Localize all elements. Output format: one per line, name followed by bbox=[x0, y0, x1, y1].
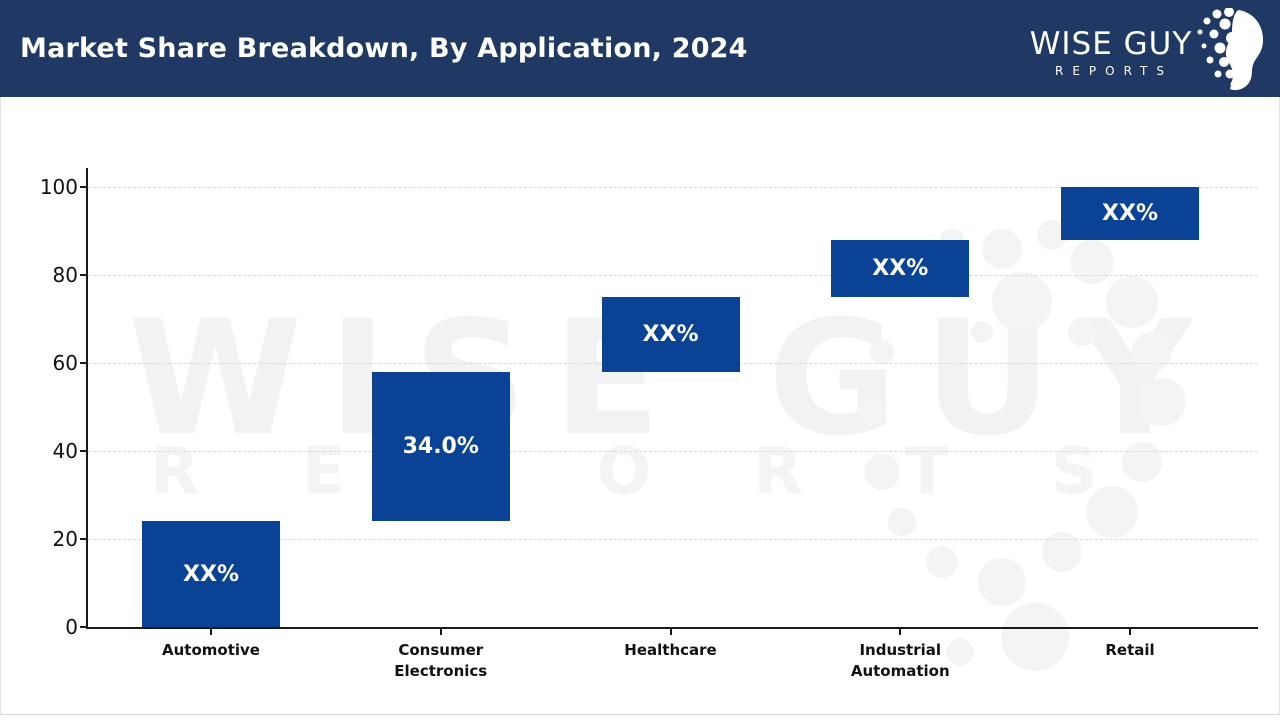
x-category-label-line: Industrial bbox=[859, 641, 942, 659]
y-tick-label: 40 bbox=[52, 439, 78, 463]
x-tick-mark bbox=[1129, 627, 1131, 635]
y-tick-mark bbox=[80, 538, 88, 540]
card-border-left bbox=[0, 97, 1, 715]
bar-value-label: 34.0% bbox=[402, 434, 479, 460]
logo-name: WISE GUY bbox=[1029, 26, 1193, 62]
wiseguy-face-icon bbox=[1197, 8, 1264, 91]
logo-text: WISE GUY REPORTS bbox=[1016, 26, 1206, 78]
y-tick-mark bbox=[80, 626, 88, 628]
header-band: Market Share Breakdown, By Application, … bbox=[0, 0, 1280, 97]
x-category-label: Healthcare bbox=[561, 640, 781, 661]
x-tick-mark bbox=[899, 627, 902, 635]
x-tick-mark bbox=[669, 627, 672, 635]
bar-consumer-electronics: 34.0% bbox=[371, 371, 510, 522]
bar-value-label: XX% bbox=[872, 255, 929, 281]
watermark-face-dots bbox=[858, 220, 1186, 671]
y-tick-label: 100 bbox=[39, 175, 78, 199]
x-tick-mark bbox=[210, 627, 212, 635]
chart-area: WISE GUY R E P O R T S 0 20 40 60 80 100 XX% Au… bbox=[0, 97, 1280, 715]
bar-healthcare: XX% bbox=[601, 297, 740, 372]
page-title: Market Share Breakdown, By Application, … bbox=[20, 33, 748, 64]
bar-value-label: XX% bbox=[1102, 200, 1158, 226]
bar-industrial-automation: XX% bbox=[831, 239, 970, 297]
bar-value-label: XX% bbox=[183, 561, 239, 587]
bar-value-label: XX% bbox=[642, 321, 699, 347]
y-tick-label: 80 bbox=[52, 263, 78, 287]
x-category-label-line: Electronics bbox=[394, 662, 488, 680]
y-tick-mark bbox=[80, 274, 88, 276]
x-category-label: Retail bbox=[1020, 640, 1240, 661]
x-category-label-line: Automotive bbox=[162, 641, 260, 659]
x-category-label: Consumer Electronics bbox=[331, 640, 551, 682]
card-border-bottom bbox=[0, 714, 1280, 715]
gridline-100 bbox=[88, 187, 1258, 188]
gridline-20 bbox=[88, 539, 1258, 540]
logo-tagline: REPORTS bbox=[1054, 64, 1173, 78]
y-tick-label: 0 bbox=[65, 615, 78, 639]
x-axis-spine bbox=[86, 627, 1258, 629]
x-tick-mark bbox=[439, 627, 442, 635]
wiseguy-logo: WISE GUY REPORTS bbox=[1016, 8, 1266, 92]
bar-retail: XX% bbox=[1061, 187, 1199, 240]
y-tick-label: 60 bbox=[52, 351, 78, 375]
gridline-40 bbox=[88, 451, 1258, 452]
y-tick-mark bbox=[80, 450, 88, 452]
y-tick-mark bbox=[80, 186, 88, 188]
y-tick-label: 20 bbox=[52, 527, 78, 551]
x-category-label-line: Healthcare bbox=[624, 641, 717, 659]
x-category-label-line: Retail bbox=[1105, 641, 1155, 659]
y-tick-mark bbox=[80, 362, 88, 364]
x-category-label-line: Consumer bbox=[398, 641, 484, 659]
x-category-label: Automotive bbox=[101, 640, 321, 661]
x-category-label: Industrial Automation bbox=[790, 640, 1010, 682]
x-category-label-line: Automation bbox=[850, 662, 950, 680]
y-axis-spine bbox=[86, 168, 88, 629]
gridline-80 bbox=[88, 275, 1258, 276]
bar-automotive: XX% bbox=[142, 521, 280, 627]
